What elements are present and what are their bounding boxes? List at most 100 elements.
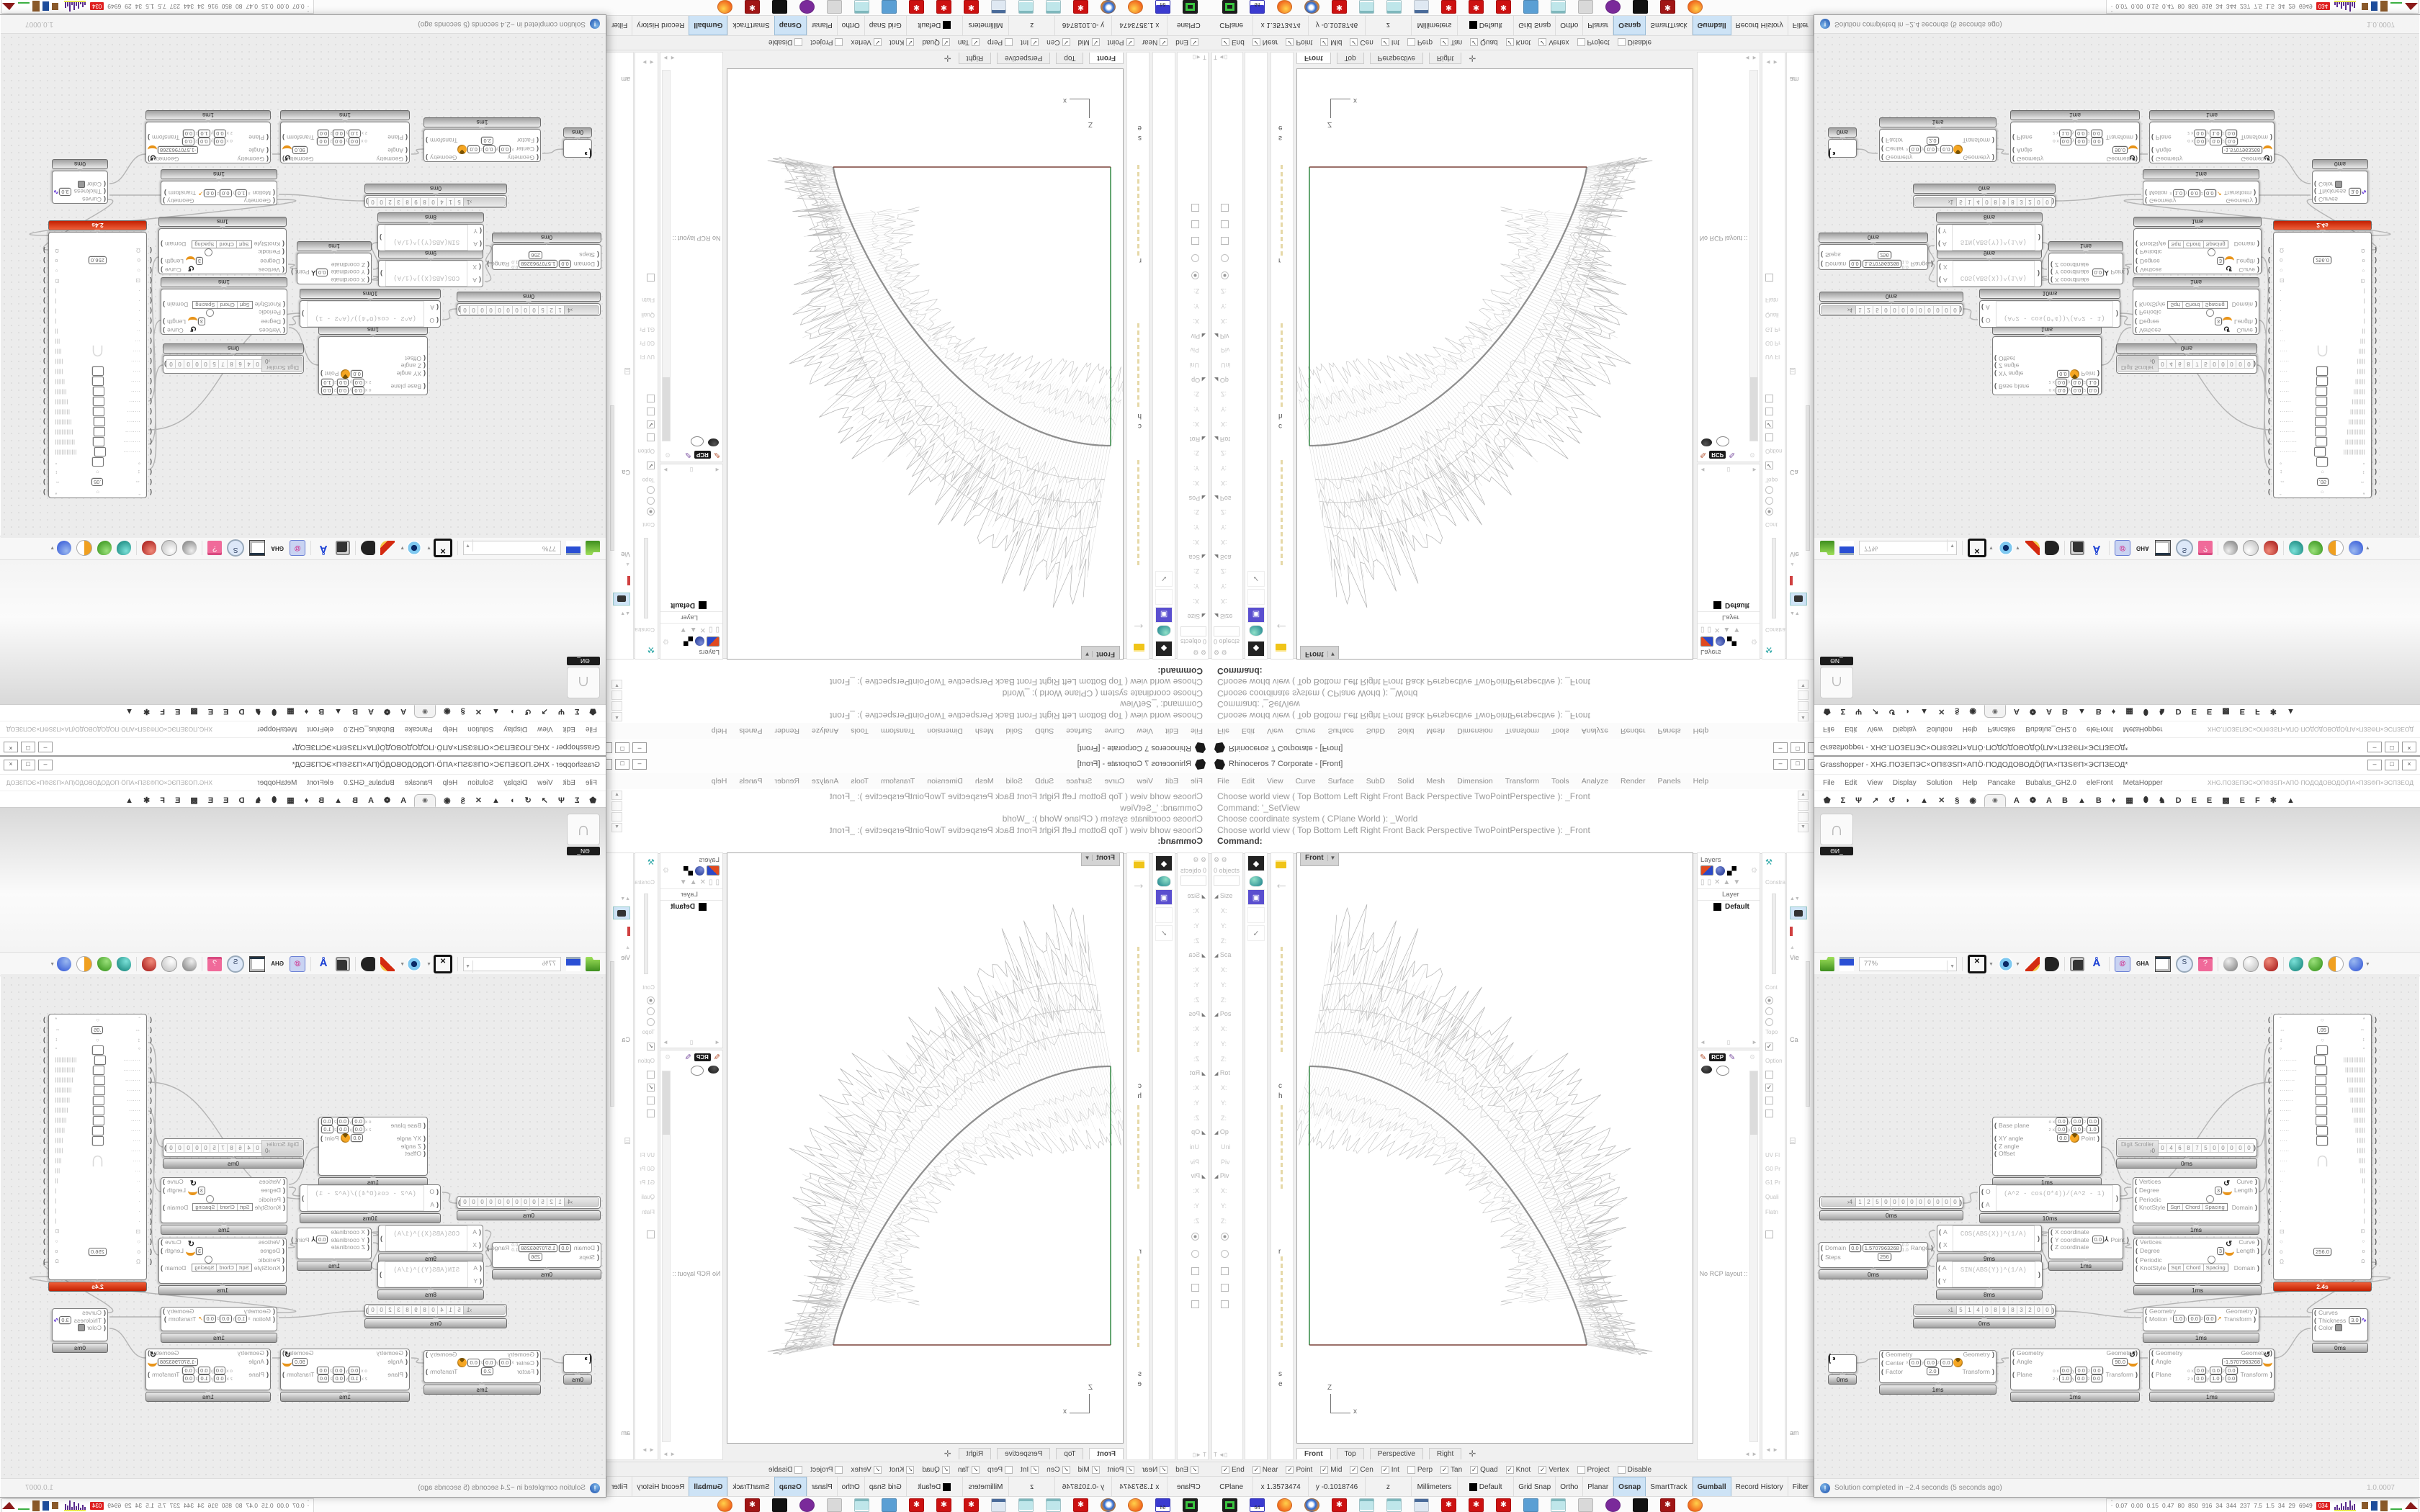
rhino-menu-view[interactable]: View: [1267, 777, 1283, 786]
status-toggle-grid-snap[interactable]: Grid Snap: [864, 15, 906, 35]
gh-node-nurbs-curve-1[interactable]: (VerticesCurve)(Degree3Length)(Periodic(…: [161, 277, 287, 335]
gh-tab-curve-icon[interactable]: ↺: [1888, 796, 1896, 805]
gh-tab-plugin-dots[interactable]: ▩: [190, 707, 198, 716]
osnap-int[interactable]: ✓ Int: [1381, 38, 1399, 47]
gh-tab-plugin-b2[interactable]: B: [2095, 707, 2102, 716]
dark-sphere-icon[interactable]: [708, 438, 719, 446]
save-file-icon[interactable]: [566, 541, 581, 555]
status-toggle-grid-snap[interactable]: Grid Snap: [864, 1477, 906, 1497]
status-toggle-smarttrack[interactable]: SmartTrack: [1646, 15, 1693, 35]
gem-white-icon[interactable]: [161, 540, 178, 556]
wrench-icon[interactable]: ⚒: [647, 858, 655, 867]
maximize-button[interactable]: □: [615, 759, 629, 770]
gh-tab-plugin-f[interactable]: F: [2255, 796, 2260, 805]
gear-icon[interactable]: ⚙: [1751, 637, 1757, 646]
sphere-icon[interactable]: [1249, 625, 1263, 636]
panel-input[interactable]: [1214, 626, 1240, 636]
viewport-tab-top[interactable]: Top: [1056, 1448, 1084, 1459]
taskbar-icon-floppy-64[interactable]: 64: [1155, 1498, 1170, 1512]
viewport-tab-perspective[interactable]: Perspective: [997, 1448, 1051, 1459]
gear-icon[interactable]: ⚙: [663, 637, 669, 646]
display-shaded-icon[interactable]: [2308, 541, 2323, 555]
command-history[interactable]: Choose world view ( Top Bottom Left Righ…: [599, 658, 1210, 723]
rcp-tab[interactable]: RCP: [694, 451, 711, 459]
maximize-button[interactable]: □: [2385, 742, 2399, 752]
taskbar-icon-gear-red[interactable]: ✱: [1469, 0, 1484, 14]
mini-slider[interactable]: [1772, 894, 1776, 974]
gem-white-icon[interactable]: [2242, 956, 2259, 972]
camera-icon[interactable]: ▣: [1155, 889, 1173, 905]
dropdown-arrow-icon[interactable]: ▼: [400, 545, 405, 551]
rhino-menu-help[interactable]: Help: [711, 777, 727, 786]
viewport-title-tab[interactable]: Front▼: [1300, 646, 1340, 659]
command-scrollbar[interactable]: ▲ ▼: [611, 791, 622, 850]
osnap-cen[interactable]: ✓ Cen: [1350, 38, 1373, 47]
gh-tab-plugin-b[interactable]: B: [2062, 796, 2068, 805]
help-box-icon[interactable]: ?: [207, 957, 223, 971]
monitor-icon[interactable]: ⌸: [1790, 366, 1796, 377]
recompute-icon[interactable]: Å: [319, 543, 328, 555]
rhino-menu-transform[interactable]: Transform: [880, 777, 915, 786]
gh-menu-display[interactable]: Display: [503, 725, 528, 734]
gh-menu-solution[interactable]: Solution: [467, 778, 494, 787]
pencil-icon[interactable]: ✎: [1700, 1053, 1707, 1062]
status-cell-1[interactable]: x 1.3573474: [1111, 15, 1167, 35]
rcp-pager[interactable]: ◄ ►: [1744, 55, 1757, 61]
rhino-menu-panels[interactable]: Panels: [1657, 726, 1681, 735]
taskbar-icon-firefox[interactable]: [1128, 1498, 1143, 1512]
gh-tab-transform-icon[interactable]: §: [1955, 707, 1960, 716]
viewport-tab-right[interactable]: Right: [958, 1448, 992, 1459]
taskbar-icon-printer[interactable]: [827, 0, 842, 14]
gh-menu-view[interactable]: View: [1867, 725, 1883, 734]
folder-icon[interactable]: [1134, 860, 1144, 868]
viewport-tab-top[interactable]: Top: [1336, 1448, 1364, 1459]
open-file-icon[interactable]: [586, 541, 600, 555]
gh-tab-plugin-e3[interactable]: E: [174, 707, 181, 716]
gh-menu-view[interactable]: View: [1867, 778, 1883, 787]
taskbar-icon-calculator[interactable]: [1414, 1498, 1429, 1512]
status-cell-1[interactable]: x 1.3573474: [1111, 1477, 1167, 1497]
dropdown-arrow-icon[interactable]: ▼: [2365, 961, 2370, 967]
status-toggle-filter[interactable]: Filter: [606, 1477, 632, 1497]
taskbar-icon-notepad[interactable]: [1386, 1498, 1402, 1512]
gha-installer-icon[interactable]: GHA: [2136, 960, 2149, 967]
gh-menu-edit[interactable]: Edit: [563, 725, 575, 734]
osnap-point[interactable]: ✓ Point: [1286, 38, 1313, 47]
sphere-icon[interactable]: [1249, 876, 1263, 887]
rhino-menu-subd[interactable]: SubD: [1034, 726, 1054, 735]
gh-tab-params-icon[interactable]: ⬟: [589, 796, 596, 805]
gh-tab-mesh-icon[interactable]: ▲: [1920, 707, 1929, 716]
command-scrollbar[interactable]: ▲ ▼: [1798, 791, 1809, 850]
rhino-menu-analyze[interactable]: Analyze: [1581, 777, 1609, 786]
gh-node-range[interactable]: (Domain 0.0 1.5707963268 0.0 1.0 Range)(Steps…: [1819, 233, 1933, 270]
rhino-menu-curve[interactable]: Curve: [1104, 726, 1125, 735]
viewport-tab-perspective[interactable]: Perspective: [997, 53, 1051, 64]
gh-tab-plugin-fly[interactable]: ✱: [143, 707, 151, 716]
gh-tab-sets-icon[interactable]: Ψ: [1855, 707, 1863, 716]
taskbar-icon-gear-red[interactable]: ✱: [1496, 0, 1511, 14]
osnap-int[interactable]: ✓ Int: [1021, 1465, 1039, 1474]
gh-tab-plugin-a[interactable]: A: [2013, 707, 2020, 716]
gear-icon[interactable]: ⚙: [665, 451, 671, 459]
cylinder-icon[interactable]: [1716, 436, 1729, 446]
taskbar-icon-notepad[interactable]: [1386, 0, 1402, 14]
gh-node-expression-cos[interactable]: (A(X COS(ABS(X))^(1/A)) 9ms: [1937, 248, 2042, 287]
panel-input[interactable]: [1180, 876, 1206, 886]
graduation-cap-icon[interactable]: ◆: [1155, 855, 1173, 871]
osnap-perp[interactable]: Perp: [987, 1465, 1013, 1474]
command-prompt[interactable]: Command:: [1157, 666, 1203, 676]
status-cell-1[interactable]: x 1.3573474: [1253, 1477, 1309, 1497]
osnap-end[interactable]: ✓ End: [1222, 1465, 1245, 1474]
gh-tab-plugin-e3[interactable]: E: [2239, 796, 2246, 805]
osnap-tan[interactable]: ✓ Tan: [1440, 1465, 1463, 1474]
script-window-icon[interactable]: [249, 540, 266, 556]
gh-node-expression-cos[interactable]: (A(X COS(ABS(X))^(1/A)) 9ms: [378, 248, 483, 287]
gh-tab-plugin-mtn2[interactable]: ▲: [125, 796, 134, 805]
rhino-menu-view[interactable]: View: [1137, 777, 1153, 786]
taskbar-icon-console-green[interactable]: [1222, 0, 1237, 14]
rhino-menu-surface[interactable]: Surface: [1066, 726, 1093, 735]
gh-tab-plugin-grid[interactable]: ▦: [2125, 707, 2133, 716]
layer-color-swatch[interactable]: [1713, 601, 1721, 609]
